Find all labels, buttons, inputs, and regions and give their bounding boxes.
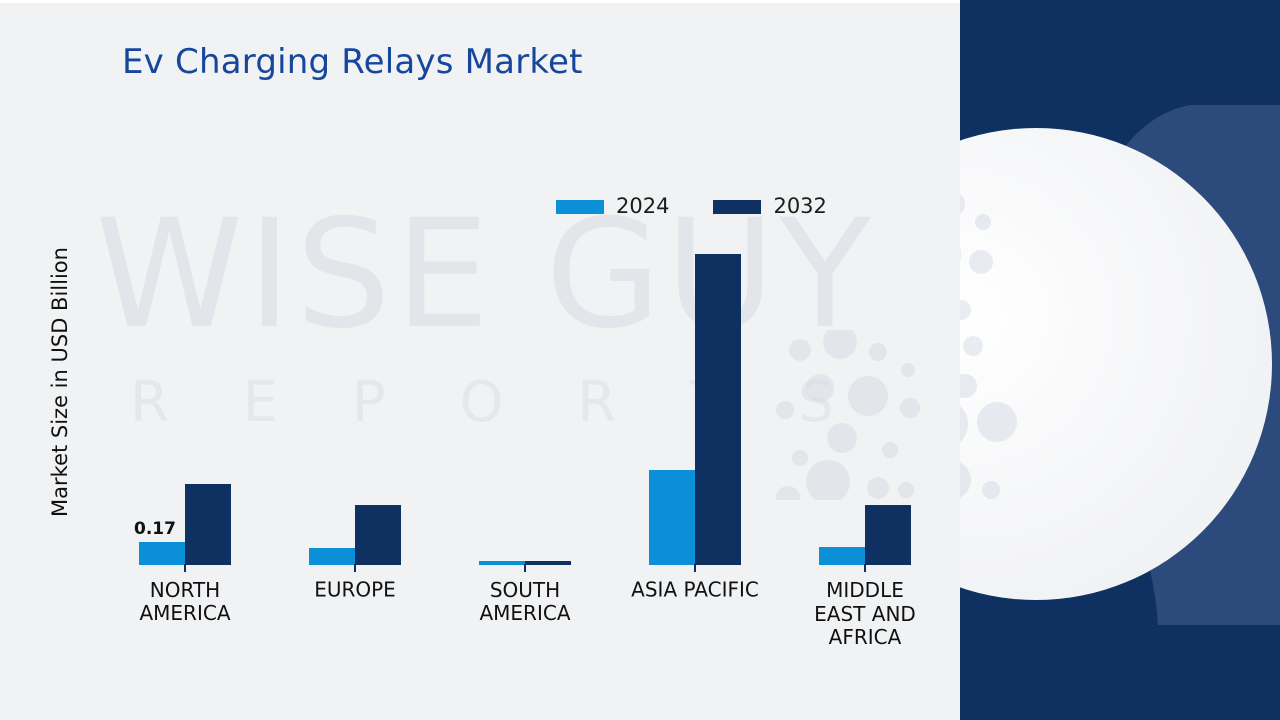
- bars-south-america: [450, 240, 600, 565]
- bars-europe: [280, 240, 430, 565]
- bar-south-america-2032[interactable]: [525, 561, 571, 565]
- bar-north-america-2032[interactable]: [185, 484, 231, 565]
- legend-label-2032: 2032: [773, 194, 827, 218]
- legend-swatch-2032: [713, 199, 762, 214]
- bar-group-middle-east-and-africa[interactable]: MIDDLE EAST AND AFRICA: [790, 240, 940, 649]
- bar-group-asia-pacific[interactable]: ASIA PACIFIC: [620, 240, 770, 602]
- bar-group-europe[interactable]: EUROPE: [280, 240, 430, 602]
- data-label-north-america-2024: 0.17: [134, 519, 176, 539]
- bar-group-south-america[interactable]: SOUTH AMERICA: [450, 240, 600, 625]
- chart-legend: 2024 2032: [556, 196, 827, 217]
- bar-middle-east-and-africa-2024[interactable]: [819, 547, 865, 565]
- axis-tick-middle-east-and-africa: [864, 564, 866, 572]
- top-divider: [0, 0, 1280, 3]
- bar-group-north-america[interactable]: 0.17 NORTH AMERICA: [110, 240, 260, 625]
- bar-europe-2024[interactable]: [309, 548, 355, 565]
- axis-tick-asia-pacific: [694, 564, 696, 572]
- legend-item-2024[interactable]: 2024: [556, 196, 669, 217]
- category-label-south-america: SOUTH AMERICA: [479, 578, 571, 626]
- bar-europe-2032[interactable]: [355, 505, 401, 565]
- y-axis-label: Market Size in USD Billion: [48, 247, 72, 517]
- brand-panel: WISE GUY R E P O R T S: [960, 0, 1280, 720]
- legend-item-2032[interactable]: 2032: [713, 194, 827, 218]
- bar-asia-pacific-2024[interactable]: [649, 470, 695, 565]
- category-label-middle-east-and-africa: MIDDLE EAST AND AFRICA: [814, 578, 916, 650]
- bars-north-america: [110, 240, 260, 565]
- axis-tick-north-america: [184, 564, 186, 572]
- page-title: Ev Charging Relays Market: [122, 42, 583, 82]
- bar-middle-east-and-africa-2032[interactable]: [865, 505, 911, 565]
- legend-swatch-2024: [556, 199, 604, 214]
- bars-asia-pacific: [620, 240, 770, 565]
- axis-tick-south-america: [524, 564, 526, 572]
- bar-north-america-2024[interactable]: [139, 542, 185, 565]
- bar-chart-plot-area: 0.17 NORTH AMERICA EUROPE SOUTH AMERICA: [110, 240, 950, 649]
- panel-dots-icon: [960, 194, 1017, 499]
- category-label-europe: EUROPE: [314, 578, 396, 602]
- legend-label-2024: 2024: [616, 194, 670, 218]
- bar-south-america-2024[interactable]: [479, 561, 525, 565]
- bar-asia-pacific-2032[interactable]: [695, 254, 741, 565]
- bars-middle-east-and-africa: [790, 240, 940, 565]
- category-label-north-america: NORTH AMERICA: [139, 578, 231, 626]
- category-label-asia-pacific: ASIA PACIFIC: [631, 578, 759, 602]
- axis-tick-europe: [354, 564, 356, 572]
